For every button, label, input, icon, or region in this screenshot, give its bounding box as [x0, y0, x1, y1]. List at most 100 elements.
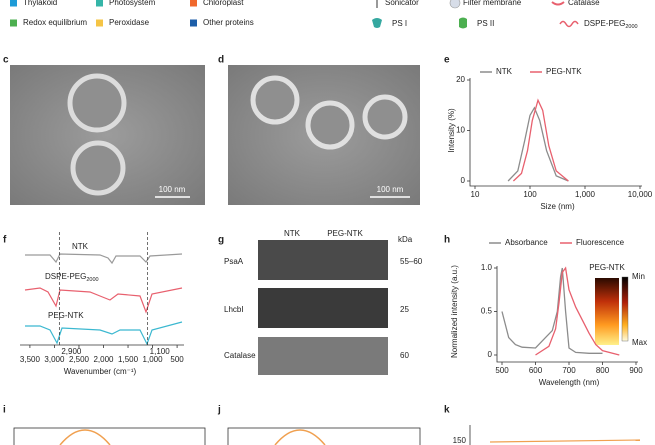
legend-swatch [10, 0, 17, 7]
legend-icons [372, 0, 579, 29]
kda-label: 55–60 [400, 257, 423, 266]
inset-label: PEG-NTK [589, 263, 625, 272]
tem-image-c [10, 65, 205, 205]
legend-label: Absorbance [505, 238, 548, 247]
annotation-label: 1,100 [150, 347, 171, 356]
legend-label: Sonicator [385, 0, 419, 7]
panel-letter: h [444, 235, 450, 246]
trace-label-main: PEG-NTK [48, 311, 84, 320]
legend-label: Redox equilibrium [23, 18, 87, 27]
y-tick-label: 0 [488, 350, 493, 359]
x-tick-label: 600 [529, 366, 543, 375]
row-label: LhcbI [224, 305, 244, 314]
legend-label-main: PS II [477, 19, 494, 28]
x-tick-label: 100 [523, 190, 537, 199]
x-axis-label: Size (nm) [540, 202, 575, 211]
legend-swatch [190, 19, 197, 27]
legend-label: PS II [477, 19, 494, 28]
x-tick-label: 10,000 [628, 190, 653, 199]
legend-label: Thylakoid [23, 0, 57, 7]
legend-label-sub: 2000 [625, 24, 637, 30]
panel-letter: f [3, 235, 7, 246]
legend-label: Photosystem [109, 0, 156, 7]
legend-label-main: PS I [392, 19, 407, 28]
row-label: PsaA [224, 257, 244, 266]
scale-bar-label: 100 nm [159, 185, 186, 194]
trace-label-sub: 2000 [86, 277, 98, 283]
kda-label: 25 [400, 305, 409, 314]
legend-swatch [190, 0, 197, 7]
panel-letter: i [3, 405, 6, 416]
x-tick-label: 10 [471, 190, 480, 199]
trace-label: PEG-NTK [48, 311, 84, 320]
panel-letter: j [217, 405, 221, 416]
y-tick-label: 150 [453, 436, 467, 445]
scale-bar-label: 100 nm [377, 185, 404, 194]
panel-letter: c [3, 55, 9, 66]
x-tick-label: 3,000 [44, 355, 65, 364]
legend-label: Other proteins [203, 18, 254, 27]
x-tick-label: 700 [562, 366, 576, 375]
y-axis-label: Intensity (%) [447, 108, 456, 153]
legend-swatch [10, 19, 17, 27]
tem-image-d [228, 65, 420, 205]
x-tick-label: 900 [629, 366, 643, 375]
panel-letter: g [218, 235, 224, 246]
colorbar-label: Max [632, 338, 647, 347]
x-tick-label: 3,500 [20, 355, 41, 364]
x-tick-label: 500 [495, 366, 509, 375]
x-tick-label: 2,000 [93, 355, 114, 364]
legend-label: Catalase [568, 0, 600, 7]
x-tick-label: 1,500 [118, 355, 139, 364]
trace-label-main: DSPE-PEG [45, 272, 86, 281]
legend-label-main: Catalase [568, 0, 600, 7]
y-tick-label: 0 [461, 176, 466, 185]
column-label: NTK [284, 229, 301, 238]
data-line [507, 106, 569, 182]
data-line [512, 98, 569, 182]
legend-label: DSPE-PEG2000 [584, 19, 638, 30]
x-tick-label: 500 [170, 355, 184, 364]
legend-label: NTK [496, 67, 513, 76]
legend-label: Fluorescence [576, 238, 625, 247]
data-line [535, 266, 620, 356]
legend-label: Chloroplast [203, 0, 244, 7]
data-line [501, 267, 603, 354]
inset-image [595, 276, 629, 345]
legend-label-main: Filter membrane [463, 0, 522, 7]
y-tick-label: 0.5 [481, 307, 493, 316]
trace-label-main: NTK [72, 242, 89, 251]
x-axis-label: Wavelength (nm) [539, 378, 600, 387]
trace-label: DSPE-PEG2000 [45, 272, 99, 283]
y-tick-label: 10 [456, 126, 465, 135]
x-tick-label: 1,000 [143, 355, 164, 364]
x-tick-label: 1,000 [575, 190, 596, 199]
x-tick-label: 2,500 [69, 355, 90, 364]
legend-swatch [96, 19, 103, 27]
panel-letter: k [444, 405, 450, 416]
legend-label: Peroxidase [109, 18, 150, 27]
x-axis-label: Wavenumber (cm⁻¹) [64, 367, 137, 376]
colorbar-label: Min [632, 272, 645, 281]
legend-swatch [96, 0, 103, 7]
kda-label: 60 [400, 351, 409, 360]
panel-letter: d [218, 55, 224, 66]
legend-label: PEG-NTK [546, 67, 582, 76]
legend-label-main: Sonicator [385, 0, 419, 7]
legend-label: PS I [392, 19, 407, 28]
y-axis-label: Normalized intensity (a.u.) [450, 265, 459, 358]
panel-letter: e [444, 55, 450, 66]
axis [496, 266, 638, 363]
bottom-panels [13, 425, 641, 445]
ftir-spectra [24, 253, 183, 346]
trace-label: NTK [72, 242, 89, 251]
row-label: Catalase [224, 351, 256, 360]
annotation-label: 2,900 [61, 347, 82, 356]
unit-label: kDa [398, 235, 413, 244]
legend-label-main: DSPE-PEG [584, 19, 625, 28]
x-tick-label: 800 [596, 366, 610, 375]
column-label: PEG-NTK [327, 229, 363, 238]
y-tick-label: 20 [456, 75, 465, 84]
